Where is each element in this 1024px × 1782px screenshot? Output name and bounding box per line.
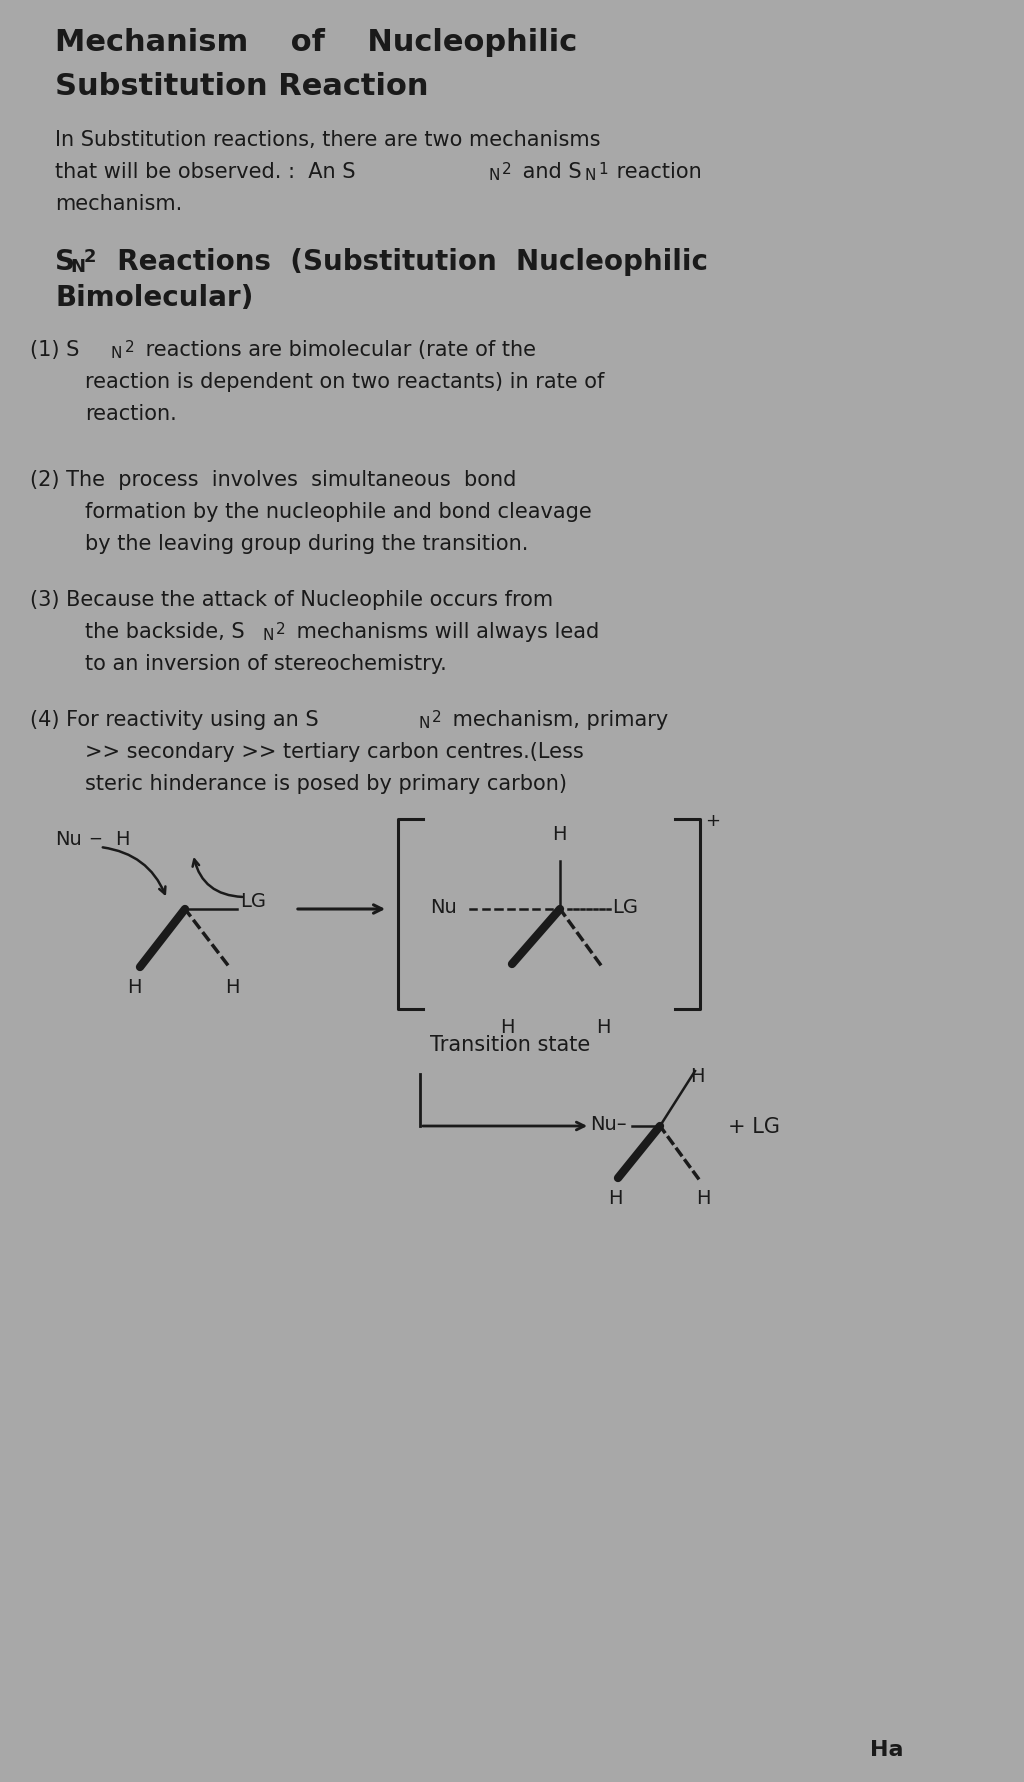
Text: (2) The  process  involves  simultaneous  bond: (2) The process involves simultaneous bo…: [30, 470, 516, 490]
Text: Nu: Nu: [430, 898, 457, 916]
Text: reactions are bimolecular (rate of the: reactions are bimolecular (rate of the: [139, 340, 536, 360]
Text: 2: 2: [502, 162, 512, 176]
Text: >> secondary >> tertiary carbon centres.(Less: >> secondary >> tertiary carbon centres.…: [85, 741, 584, 761]
Text: LG: LG: [612, 898, 638, 916]
Text: that will be observed. :  An S: that will be observed. : An S: [55, 162, 355, 182]
Text: Nu–: Nu–: [590, 1114, 627, 1133]
Text: −: −: [88, 830, 101, 848]
FancyArrowPatch shape: [102, 848, 166, 895]
FancyArrowPatch shape: [193, 861, 243, 898]
Text: 2: 2: [84, 248, 96, 266]
Text: + LG: + LG: [728, 1116, 780, 1137]
Text: mechanisms will always lead: mechanisms will always lead: [290, 622, 599, 642]
Text: formation by the nucleophile and bond cleavage: formation by the nucleophile and bond cl…: [85, 503, 592, 522]
Text: reaction: reaction: [610, 162, 701, 182]
Text: mechanism.: mechanism.: [55, 194, 182, 214]
Text: H: H: [552, 825, 566, 843]
Text: N: N: [262, 627, 273, 643]
Text: 2: 2: [276, 622, 286, 636]
Text: reaction is dependent on two reactants) in rate of: reaction is dependent on two reactants) …: [85, 372, 604, 392]
Text: reaction.: reaction.: [85, 405, 177, 424]
Text: Substitution Reaction: Substitution Reaction: [55, 71, 428, 102]
Text: (4) For reactivity using an S: (4) For reactivity using an S: [30, 709, 318, 729]
Text: Reactions  (Substitution  Nucleophilic: Reactions (Substitution Nucleophilic: [98, 248, 708, 276]
Text: by the leaving group during the transition.: by the leaving group during the transiti…: [85, 533, 528, 554]
Text: mechanism, primary: mechanism, primary: [446, 709, 669, 729]
Text: Ha: Ha: [870, 1739, 903, 1759]
Text: S: S: [55, 248, 75, 276]
Text: In Substitution reactions, there are two mechanisms: In Substitution reactions, there are two…: [55, 130, 600, 150]
Text: to an inversion of stereochemistry.: to an inversion of stereochemistry.: [85, 654, 446, 674]
Text: 2: 2: [432, 709, 441, 725]
Text: H: H: [696, 1189, 711, 1208]
Text: H: H: [608, 1189, 623, 1208]
Text: (3) Because the attack of Nucleophile occurs from: (3) Because the attack of Nucleophile oc…: [30, 590, 553, 609]
Text: 2: 2: [125, 340, 134, 355]
Text: Transition state: Transition state: [430, 1034, 590, 1055]
Text: the backside, S: the backside, S: [85, 622, 245, 642]
Text: and S: and S: [516, 162, 582, 182]
Text: H: H: [690, 1066, 705, 1085]
Text: steric hinderance is posed by primary carbon): steric hinderance is posed by primary ca…: [85, 773, 567, 793]
Text: Nu: Nu: [55, 830, 82, 848]
Text: N: N: [418, 716, 429, 731]
Text: N: N: [584, 168, 595, 184]
Text: H: H: [596, 1018, 610, 1037]
Text: H: H: [500, 1018, 514, 1037]
Text: 1: 1: [598, 162, 607, 176]
Text: Mechanism    of    Nucleophilic: Mechanism of Nucleophilic: [55, 29, 578, 57]
Text: (1) S: (1) S: [30, 340, 80, 360]
Text: H: H: [115, 830, 129, 848]
Text: N: N: [111, 346, 123, 360]
Text: +: +: [705, 811, 720, 830]
Text: Bimolecular): Bimolecular): [55, 283, 253, 312]
Text: H: H: [127, 978, 141, 996]
Text: LG: LG: [240, 891, 266, 911]
Text: H: H: [225, 978, 240, 996]
Text: N: N: [488, 168, 500, 184]
Text: N: N: [70, 258, 85, 276]
